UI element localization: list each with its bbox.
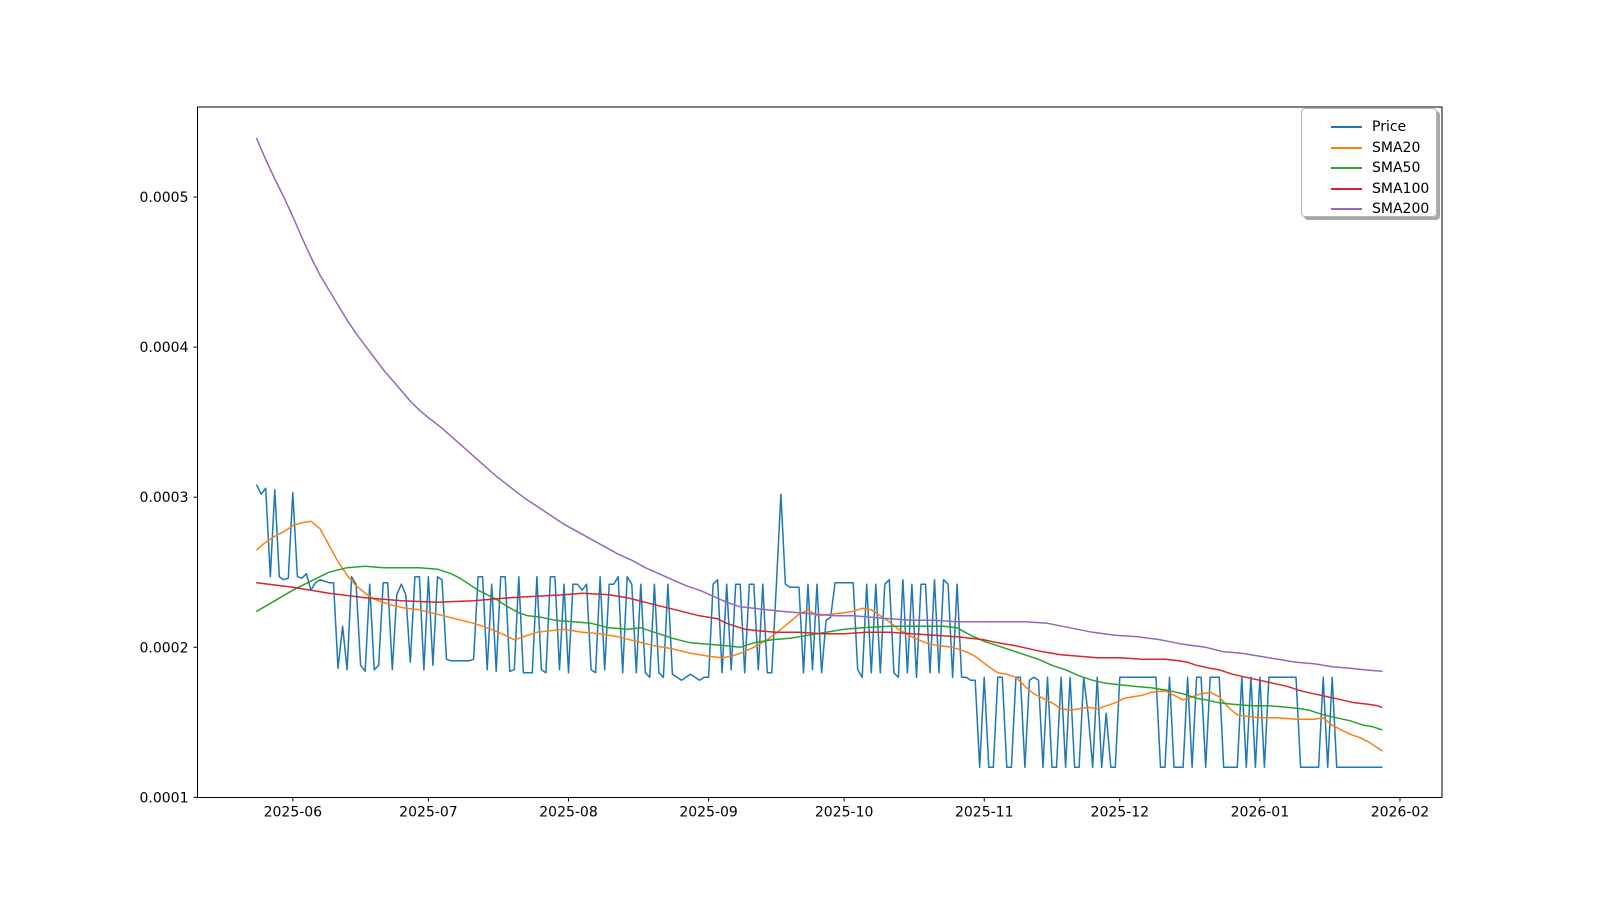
x-tick-label: 2025-12 [1091,805,1150,821]
x-tick-label: 2025-09 [679,805,738,821]
sma20-line-sample [1331,146,1362,149]
legend-label-sma100: SMA100 [1372,180,1430,197]
x-tick-label: 2025-10 [815,805,874,821]
x-tick-label: 2025-08 [539,805,598,821]
x-tick-label: 2025-11 [955,805,1014,821]
legend-label-price: Price [1372,119,1407,136]
sma50-line [255,565,1383,731]
x-tick-label: 2025-07 [399,805,458,821]
plot-area-border [197,106,1443,798]
legend-label-sma50: SMA50 [1372,160,1421,177]
legend-item-sma50: SMA50 [1331,158,1436,179]
sma20-line [255,520,1383,752]
legend-label-sma20: SMA20 [1372,139,1421,156]
y-tick-label: 0.0005 [140,190,189,206]
legend: Price SMA20 SMA50 SMA100 SMA200 [1301,108,1437,217]
sma100-line-sample [1331,187,1362,190]
legend-label-sma200: SMA200 [1372,201,1430,218]
y-tick-label: 0.0001 [140,790,189,806]
legend-item-sma200: SMA200 [1331,199,1436,220]
legend-item-sma100: SMA100 [1331,179,1436,200]
y-tick-label: 0.0004 [140,340,189,356]
price-line-sample [1331,126,1362,129]
legend-item-price: Price [1331,117,1436,138]
x-tick-label: 2026-01 [1231,805,1290,821]
sma50-line-sample [1331,167,1362,170]
sma200-line-sample [1331,208,1362,211]
y-tick-label: 0.0002 [140,640,189,656]
x-tick-label: 2025-06 [264,805,323,821]
sma100-line [255,581,1383,709]
y-tick-label: 0.0003 [140,490,189,506]
legend-item-sma20: SMA20 [1331,138,1436,159]
x-tick-label: 2026-02 [1371,805,1430,821]
sma200-line [255,137,1383,673]
price-line [255,484,1383,769]
